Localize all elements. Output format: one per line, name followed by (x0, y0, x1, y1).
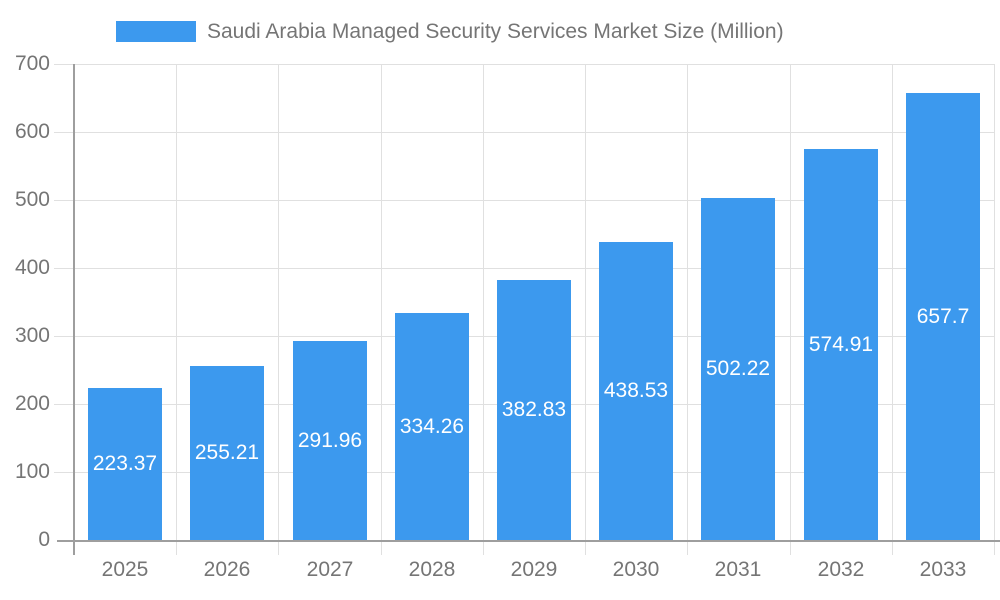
x-tick-label-2033: 2033 (919, 558, 967, 581)
gridline-x-1 (176, 64, 177, 555)
gridline-x-3 (381, 64, 382, 555)
bar-value-label-2027: 291.96 (297, 428, 363, 452)
x-tick-label-2027: 2027 (306, 558, 354, 581)
bar-value-label-2031: 502.22 (705, 357, 771, 380)
bar-value-label-2033: 657.7 (916, 304, 970, 328)
gridline-y-600 (54, 132, 994, 133)
gridline-x-9 (994, 64, 995, 555)
gridline-x-8 (892, 64, 893, 555)
gridline-y-500 (54, 200, 994, 201)
bar-value-label-2032: 574.91 (808, 332, 874, 356)
gridline-y-400 (54, 268, 994, 269)
y-axis-line (73, 64, 75, 555)
gridline-x-6 (687, 64, 688, 555)
bar-2025[interactable]: 223.37 (88, 388, 162, 540)
bar-value-label-2029: 382.83 (501, 398, 567, 421)
x-axis-line (57, 540, 1000, 542)
y-tick-label-600: 600 (14, 120, 50, 143)
bar-value-label-2028: 334.26 (399, 414, 465, 438)
x-tick-label-2031: 2031 (714, 558, 762, 581)
x-tick-label-2028: 2028 (408, 558, 456, 581)
x-tick-label-2030: 2030 (612, 558, 660, 581)
bar-value-label-2025: 223.37 (92, 452, 158, 475)
y-tick-label-100: 100 (14, 460, 50, 483)
legend-label: Saudi Arabia Managed Security Services M… (207, 20, 784, 43)
gridline-x-5 (585, 64, 586, 555)
bar-2032[interactable]: 574.91 (804, 149, 878, 540)
y-tick-label-500: 500 (14, 188, 50, 211)
x-tick-label-2032: 2032 (817, 558, 865, 581)
bar-value-label-2030: 438.53 (603, 379, 669, 402)
gridline-x-7 (790, 64, 791, 555)
bar-2030[interactable]: 438.53 (599, 242, 673, 540)
y-tick-label-300: 300 (14, 324, 50, 347)
bar-2026[interactable]: 255.21 (190, 366, 264, 540)
bar-2027[interactable]: 291.96 (293, 341, 367, 540)
y-tick-label-0: 0 (38, 528, 50, 551)
bar-value-label-2026: 255.21 (194, 441, 260, 464)
bar-2031[interactable]: 502.22 (701, 198, 775, 540)
legend-swatch (116, 21, 196, 42)
legend-item[interactable]: Saudi Arabia Managed Security Services M… (116, 21, 784, 42)
gridline-x-4 (483, 64, 484, 555)
gridline-x-2 (278, 64, 279, 555)
y-tick-label-700: 700 (14, 52, 50, 75)
gridline-y-700 (54, 64, 994, 65)
x-tick-label-2029: 2029 (510, 558, 558, 581)
x-tick-label-2025: 2025 (101, 558, 149, 581)
bar-2029[interactable]: 382.83 (497, 280, 571, 540)
x-tick-label-2026: 2026 (203, 558, 251, 581)
y-tick-label-200: 200 (14, 392, 50, 415)
bar-2028[interactable]: 334.26 (395, 313, 469, 540)
y-tick-label-400: 400 (14, 256, 50, 279)
bar-2033[interactable]: 657.7 (906, 93, 980, 540)
